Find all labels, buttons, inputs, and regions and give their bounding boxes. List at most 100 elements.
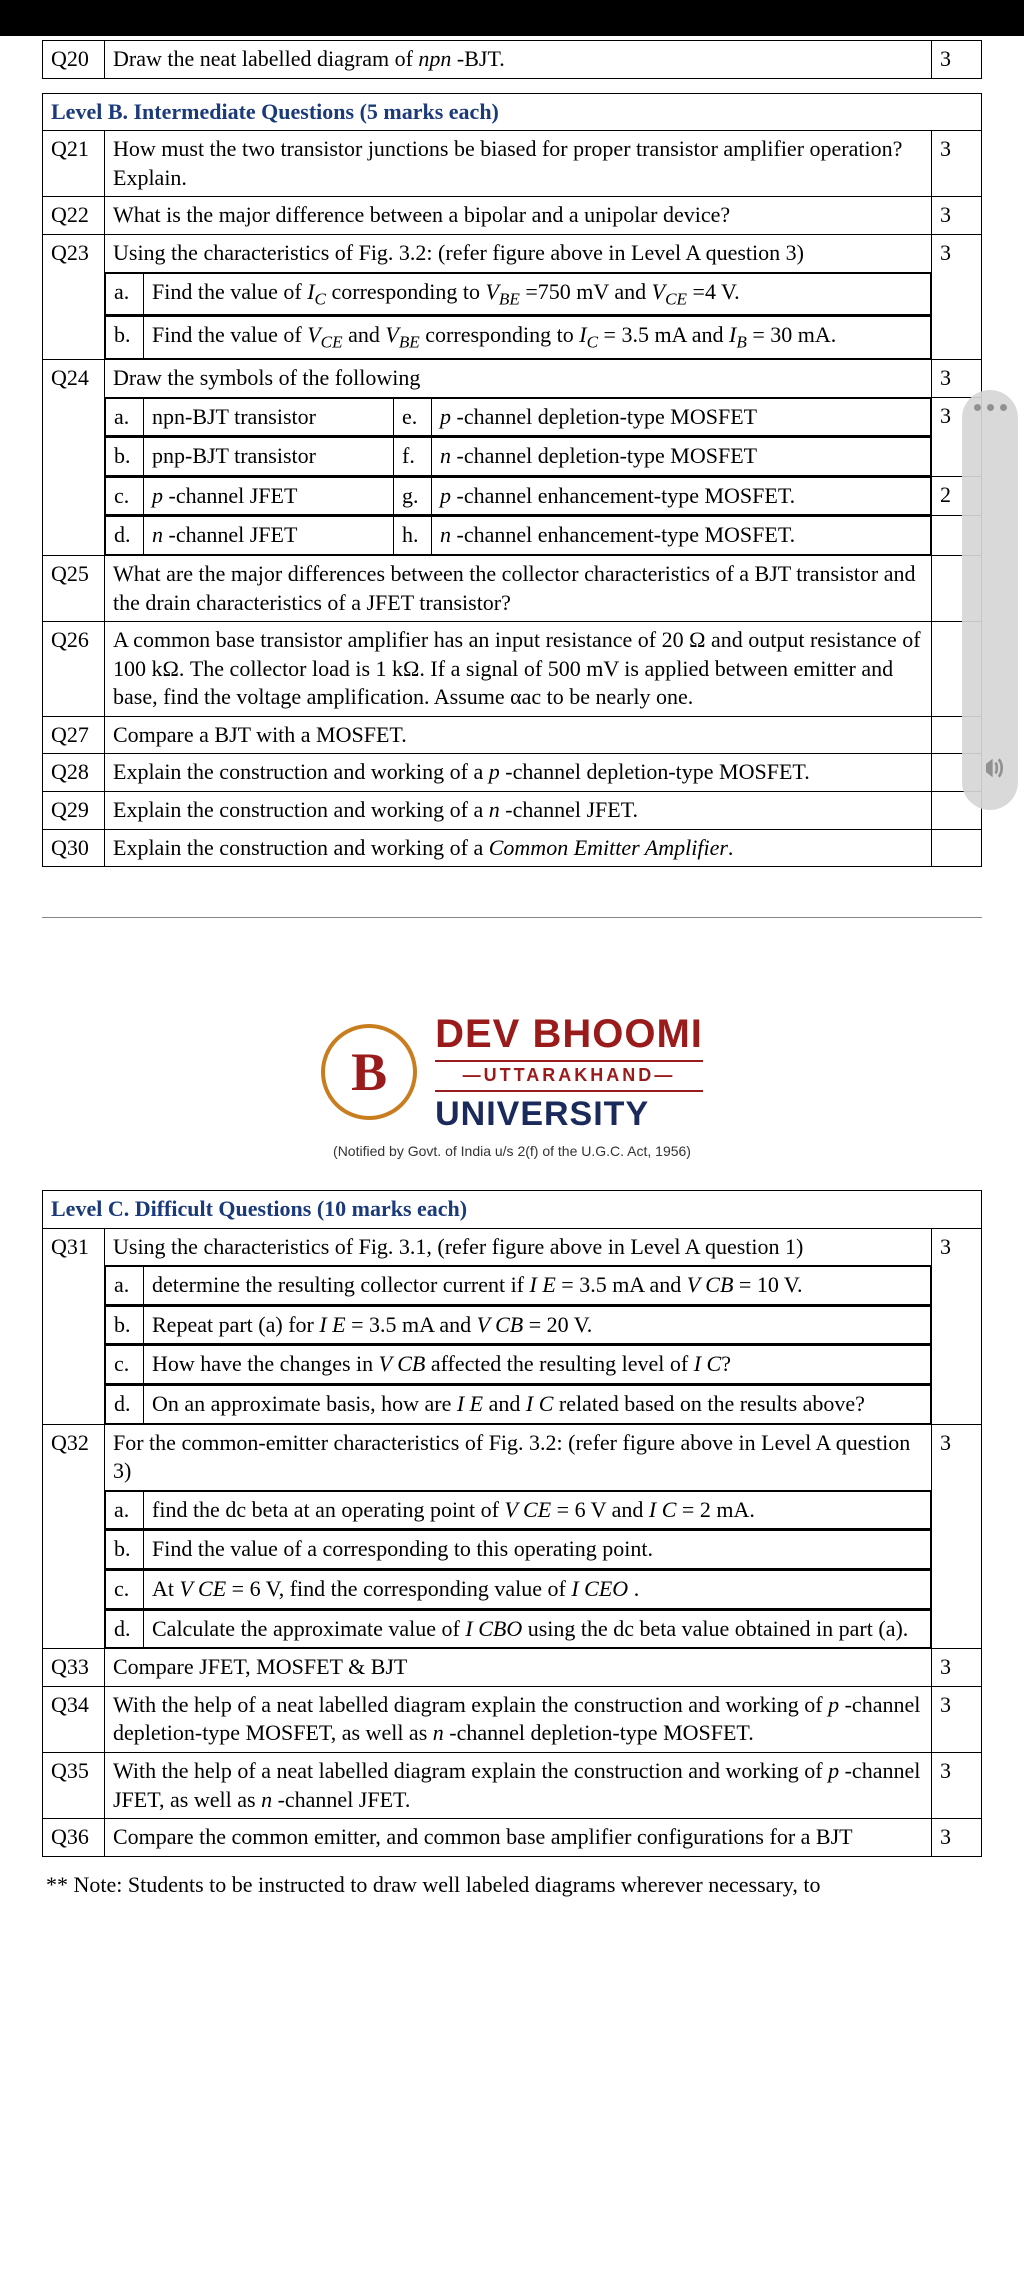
more-dots-icon[interactable] — [974, 404, 1007, 411]
divider — [42, 917, 982, 918]
sub-text: How have the changes in V CB affected th… — [144, 1346, 931, 1384]
q-number: Q27 — [43, 716, 105, 754]
q-text: With the help of a neat labelled diagram… — [105, 1752, 932, 1818]
sub-text: pnp-BJT transistor — [144, 438, 394, 476]
sub-letter: a. — [106, 1491, 144, 1529]
sub-text: p -channel enhancement-type MOSFET. — [432, 477, 931, 515]
sub-letter: d. — [106, 1385, 144, 1423]
logo-letter: B — [351, 1037, 387, 1107]
inner-table: b. pnp-BJT transistor f. n -channel depl… — [105, 437, 931, 476]
q-number: Q21 — [43, 131, 105, 197]
sub-letter: g. — [394, 477, 432, 515]
section-title-row: Level C. Difficult Questions (10 marks e… — [43, 1191, 982, 1229]
sub-text: Repeat part (a) for I E = 3.5 mA and V C… — [144, 1306, 931, 1344]
page-content: Q20 Draw the neat labelled diagram of np… — [0, 40, 1024, 1899]
q-marks: 3 — [932, 1752, 982, 1818]
table-row: Q24 Draw the symbols of the following 3 — [43, 359, 982, 397]
q-text: With the help of a neat labelled diagram… — [105, 1686, 932, 1752]
university-sub: —UTTARAKHAND— — [435, 1060, 703, 1091]
table-row: c. p -channel JFET g. p -channel enhance… — [43, 476, 982, 516]
table-row: Q23 Using the characteristics of Fig. 3.… — [43, 234, 982, 272]
sub-text: Find the value of VCE and VBE correspond… — [144, 317, 931, 359]
sub-row: c. How have the changes in V CB affected… — [105, 1345, 932, 1385]
q-number: Q24 — [43, 359, 105, 555]
table-row: b. Find the value of a corresponding to … — [43, 1530, 982, 1570]
table-row: c. How have the changes in V CB affected… — [43, 1345, 982, 1385]
q-number: Q26 — [43, 622, 105, 717]
sub-text: find the dc beta at an operating point o… — [144, 1491, 931, 1529]
side-overlay-panel[interactable] — [962, 390, 1018, 810]
q-number: Q23 — [43, 234, 105, 359]
q-number: Q28 — [43, 754, 105, 792]
section-title-row: Level B. Intermediate Questions (5 marks… — [43, 93, 982, 131]
sub-text: On an approximate basis, how are I E and… — [144, 1385, 931, 1423]
table-row: Q25 What are the major differences betwe… — [43, 555, 982, 621]
table-row: d. On an approximate basis, how are I E … — [43, 1384, 982, 1424]
q-number: Q33 — [43, 1649, 105, 1687]
sub-letter: b. — [106, 438, 144, 476]
sub-row: b. pnp-BJT transistor f. n -channel depl… — [105, 437, 932, 477]
sub-letter: c. — [106, 477, 144, 515]
q-marks: 3 — [932, 197, 982, 235]
sub-text: p -channel JFET — [144, 477, 394, 515]
q-text: What are the major differences between t… — [105, 555, 932, 621]
q-text: Compare the common emitter, and common b… — [105, 1819, 932, 1857]
sub-row: d. On an approximate basis, how are I E … — [105, 1384, 932, 1424]
q-text: A common base transistor amplifier has a… — [105, 622, 932, 717]
q-text: Explain the construction and working of … — [105, 792, 932, 830]
table-row: Q21 How must the two transistor junction… — [43, 131, 982, 197]
table-row: Q22 What is the major difference between… — [43, 197, 982, 235]
q-text: For the common-emitter characteristics o… — [105, 1424, 932, 1490]
q-number: Q36 — [43, 1819, 105, 1857]
university-word: UNIVERSITY — [435, 1092, 703, 1136]
sub-letter: c. — [106, 1570, 144, 1608]
sub-text: p -channel depletion-type MOSFET — [432, 398, 931, 436]
table-row: a. npn-BJT transistor e. p -channel depl… — [43, 397, 982, 437]
sub-row: b. Find the value of VCE and VBE corresp… — [105, 316, 932, 360]
q-text: Draw the symbols of the following — [105, 359, 932, 397]
sub-row: c. p -channel JFET g. p -channel enhance… — [105, 476, 932, 516]
sub-text: Find the value of a corresponding to thi… — [144, 1531, 931, 1569]
table-row: Q29 Explain the construction and working… — [43, 792, 982, 830]
sub-letter: a. — [106, 273, 144, 315]
q-marks: 3 — [932, 1819, 982, 1857]
university-note: (Notified by Govt. of India u/s 2(f) of … — [42, 1142, 982, 1160]
q-number: Q32 — [43, 1424, 105, 1649]
q-text: Draw the neat labelled diagram of npn -B… — [105, 41, 932, 79]
sub-letter: b. — [106, 1531, 144, 1569]
table-row: a. find the dc beta at an operating poin… — [43, 1490, 982, 1530]
university-title: DEV BHOOMI — [435, 1008, 703, 1060]
inner-table: c. p -channel JFET g. p -channel enhance… — [105, 477, 931, 516]
table-q20: Q20 Draw the neat labelled diagram of np… — [42, 40, 982, 79]
q-marks — [932, 829, 982, 867]
sound-icon[interactable] — [974, 752, 1006, 792]
sub-text: n -channel enhancement-type MOSFET. — [432, 517, 931, 555]
q-number: Q30 — [43, 829, 105, 867]
university-logo-icon: B — [321, 1024, 417, 1120]
sub-text: npn-BJT transistor — [144, 398, 394, 436]
sub-letter: c. — [106, 1346, 144, 1384]
q-text: Using the characteristics of Fig. 3.2: (… — [105, 234, 932, 272]
q-marks: 3 — [932, 1649, 982, 1687]
table-row: Q20 Draw the neat labelled diagram of np… — [43, 41, 982, 79]
q-text: Compare JFET, MOSFET & BJT — [105, 1649, 932, 1687]
sub-row: a. determine the resulting collector cur… — [105, 1266, 932, 1306]
sub-text: At V CE = 6 V, find the corresponding va… — [144, 1570, 931, 1608]
sub-row: a. npn-BJT transistor e. p -channel depl… — [105, 397, 932, 437]
table-row: Q32 For the common-emitter characteristi… — [43, 1424, 982, 1490]
sub-letter: b. — [106, 317, 144, 359]
q-number: Q20 — [43, 41, 105, 79]
q-marks: 3 — [932, 359, 982, 397]
table-row: Q34 With the help of a neat labelled dia… — [43, 1686, 982, 1752]
sub-text: n -channel depletion-type MOSFET — [432, 438, 931, 476]
section-title: Level B. Intermediate Questions (5 marks… — [43, 93, 982, 131]
q-text: Using the characteristics of Fig. 3.1, (… — [105, 1228, 932, 1266]
sub-row: d. n -channel JFET h. n -channel enhance… — [105, 516, 932, 556]
sub-row: a. find the dc beta at an operating poin… — [105, 1490, 932, 1530]
sub-letter: a. — [106, 1267, 144, 1305]
sub-letter: b. — [106, 1306, 144, 1344]
q-marks: 3 — [932, 1686, 982, 1752]
q-text: Compare a BJT with a MOSFET. — [105, 716, 932, 754]
q-marks: 3 — [932, 1228, 982, 1424]
table-row: b. Find the value of VCE and VBE corresp… — [43, 316, 982, 360]
